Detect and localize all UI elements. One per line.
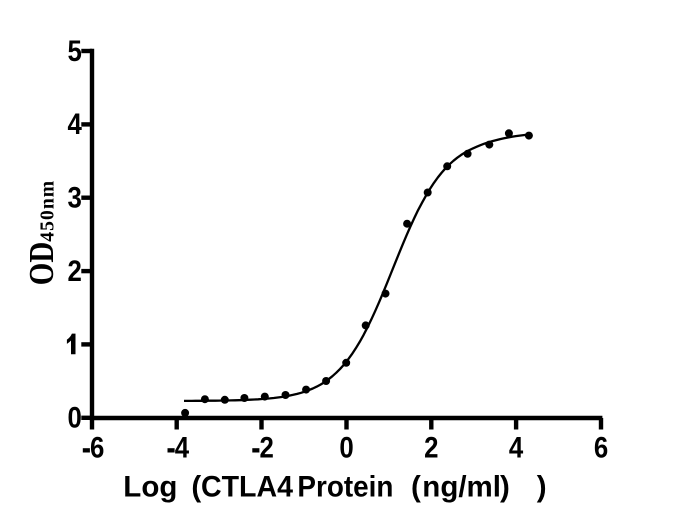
svg-text:450nm: 450nm (36, 180, 58, 242)
svg-text:4: 4 (67, 107, 82, 140)
svg-text:ng/ml: ng/ml (422, 470, 501, 503)
svg-text:5: 5 (67, 34, 81, 67)
svg-text:(: ( (411, 470, 421, 503)
svg-text:4: 4 (509, 430, 524, 463)
svg-text:OD: OD (22, 242, 61, 286)
svg-text:): ) (500, 470, 510, 503)
svg-text:2: 2 (260, 430, 274, 463)
svg-text:2: 2 (424, 430, 438, 463)
svg-text:0: 0 (67, 401, 81, 434)
svg-text:Protein: Protein (297, 470, 393, 503)
svg-text:3: 3 (67, 181, 81, 214)
svg-text:2: 2 (67, 254, 81, 287)
svg-text:): ) (537, 470, 547, 503)
svg-text:(: ( (191, 470, 201, 503)
svg-text:4: 4 (175, 430, 190, 463)
svg-text:Log: Log (123, 470, 177, 503)
svg-text:0: 0 (339, 430, 353, 463)
svg-text:CTLA4: CTLA4 (201, 470, 294, 503)
svg-text:6: 6 (90, 430, 104, 463)
svg-text:6: 6 (594, 430, 608, 463)
